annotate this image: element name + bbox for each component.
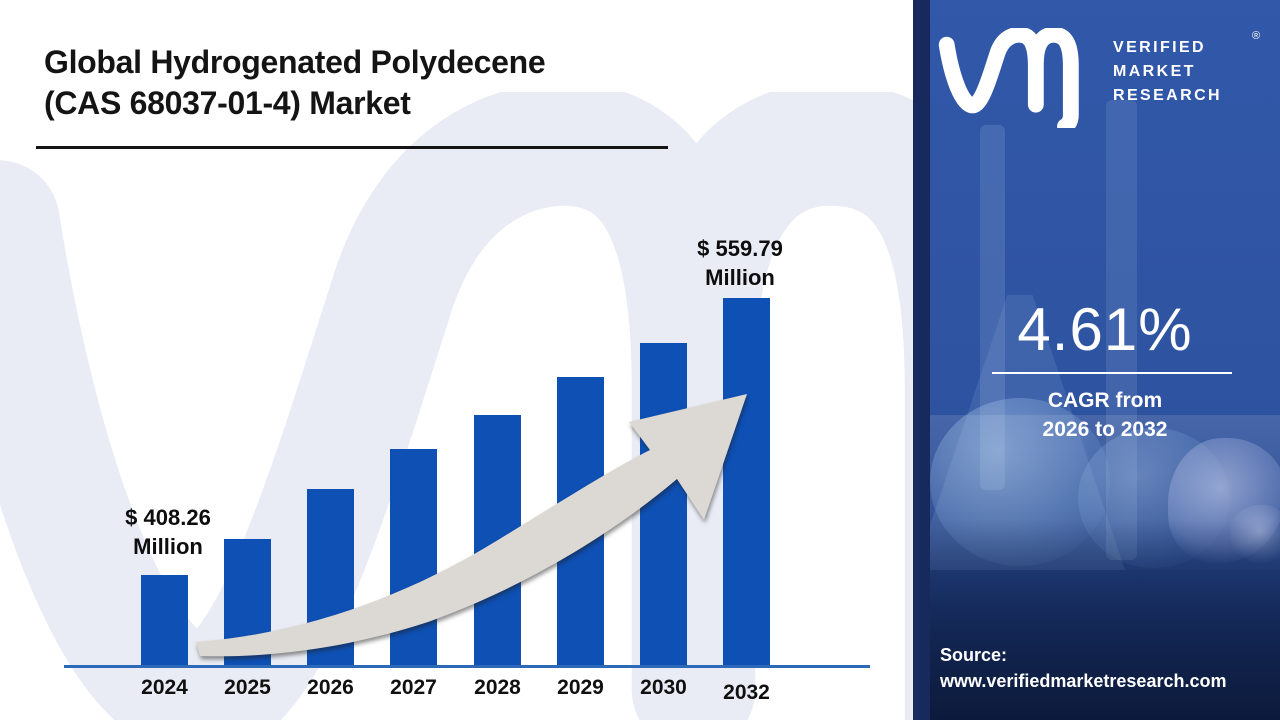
brand-name-line3: RESEARCH [1113, 87, 1222, 104]
brand-name: VERIFIED MARKET RESEARCH [1113, 36, 1222, 108]
round-flask-decoration [1078, 428, 1230, 568]
brand-name-line2: MARKET [1113, 63, 1196, 80]
value-label-2024-amount: $ 408.26 [125, 505, 211, 530]
bar-2026 [307, 489, 354, 667]
x-axis-line [64, 665, 870, 668]
panel-content: VERIFIED MARKET RESEARCH ® 4.61% CAGR fr… [930, 0, 1280, 720]
source: Source: www.verifiedmarketresearch.com [940, 642, 1226, 694]
brand-panel: VERIFIED MARKET RESEARCH ® 4.61% CAGR fr… [913, 0, 1280, 720]
panel-accent-strip [913, 0, 930, 720]
page-title: Global Hydrogenated Polydecene (CAS 6803… [44, 42, 744, 124]
x-tick-2032: 2032 [723, 681, 770, 704]
bar-2029 [557, 377, 604, 667]
x-tick-2030: 2030 [640, 676, 687, 699]
cagr-caption-line1: CAGR from [1047, 389, 1163, 412]
cagr-caption-line2: 2026 to 2032 [1042, 418, 1168, 441]
cagr-underline [992, 372, 1232, 374]
x-tick-2024: 2024 [141, 676, 188, 699]
value-label-2032-unit: Million [705, 265, 775, 290]
chart-area: Global Hydrogenated Polydecene (CAS 6803… [0, 42, 913, 720]
value-label-2024-unit: Million [133, 534, 203, 559]
vmr-logo-icon [938, 28, 1079, 128]
x-tick-2029: 2029 [557, 676, 604, 699]
title-underline [36, 146, 668, 149]
cagr-value: 4.61% [1017, 296, 1193, 363]
flower-decoration [1168, 438, 1280, 563]
x-tick-2026: 2026 [307, 676, 354, 699]
flower-decoration [1230, 505, 1280, 563]
vmr-watermark-icon [0, 92, 913, 720]
source-url: www.verifiedmarketresearch.com [940, 671, 1227, 691]
bar-2032 [723, 298, 770, 667]
x-tick-2025: 2025 [224, 676, 271, 699]
value-label-2032-amount: $ 559.79 [697, 236, 783, 261]
x-tick-2028: 2028 [474, 676, 521, 699]
value-label-2024: $ 408.26 Million [78, 503, 258, 561]
source-label: Source: [940, 645, 1008, 665]
brand-name-line1: VERIFIED [1113, 39, 1206, 56]
page-title-line2: (CAS 68037-01-4) Market [44, 85, 411, 121]
bar-2030 [640, 343, 687, 667]
bar-2027 [390, 449, 437, 667]
page-title-line1: Global Hydrogenated Polydecene [44, 44, 546, 80]
cagr-caption: CAGR from 2026 to 2032 [930, 386, 1280, 444]
registered-trademark-symbol: ® [1252, 30, 1261, 42]
bar-2028 [474, 415, 521, 667]
bar-2024 [141, 575, 188, 667]
value-label-2032: $ 559.79 Million [650, 234, 830, 292]
x-tick-2027: 2027 [390, 676, 437, 699]
